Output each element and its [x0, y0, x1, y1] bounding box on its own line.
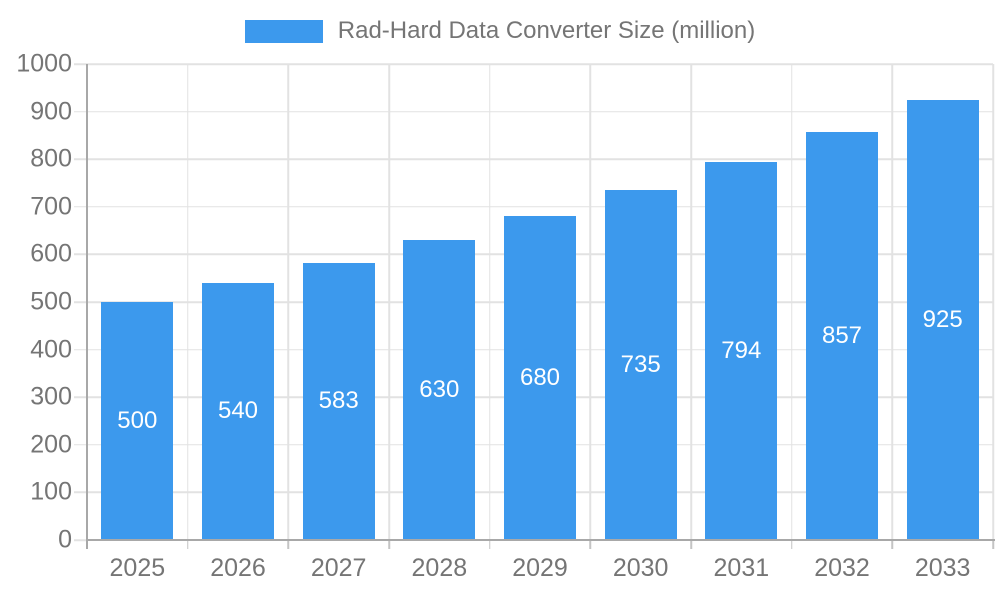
y-axis-label: 0	[58, 525, 72, 554]
y-axis-tick	[74, 444, 87, 446]
y-axis-label: 700	[30, 192, 72, 221]
x-axis-label: 2032	[814, 554, 870, 582]
legend-label: Rad-Hard Data Converter Size (million)	[337, 17, 756, 44]
bar-value-label: 583	[318, 387, 359, 415]
y-axis-label: 300	[30, 382, 72, 411]
bar[interactable]	[403, 240, 476, 540]
bar-value-label: 925	[922, 305, 963, 333]
gridline-vertical	[891, 64, 894, 540]
x-axis-label: 2033	[914, 554, 971, 582]
legend[interactable]: Rad-Hard Data Converter Size (million)	[0, 17, 1000, 45]
x-axis-label: 2030	[612, 554, 669, 582]
y-axis-tick	[74, 539, 87, 541]
gridline-vertical	[287, 64, 290, 540]
gridline-vertical	[992, 64, 994, 540]
x-axis-tick	[790, 540, 793, 549]
bar[interactable]	[504, 216, 576, 540]
y-axis-tick	[74, 158, 87, 160]
plot-area: 0 100 200 300 400 500 600 700 800 900 1000 500 2025 5…	[16, 51, 995, 581]
bar[interactable]	[906, 99, 979, 540]
gridline-horizontal	[87, 206, 993, 208]
x-axis-label: 2025	[109, 554, 166, 582]
y-axis-label: 900	[30, 97, 72, 126]
y-axis-line	[86, 64, 88, 549]
y-axis-label: 200	[30, 430, 72, 459]
gridline-horizontal	[87, 158, 993, 160]
y-axis-label: 1000	[16, 49, 72, 78]
bar[interactable]	[101, 302, 174, 540]
y-axis-label: 100	[30, 477, 72, 506]
x-axis-label: 2026	[210, 554, 266, 582]
x-axis-tick	[589, 540, 592, 549]
bar-value-label: 630	[419, 376, 460, 404]
x-axis-line	[86, 539, 995, 541]
bar-value-label: 680	[519, 364, 561, 392]
x-axis-tick	[186, 540, 189, 549]
legend-swatch	[244, 19, 323, 43]
y-axis-tick	[74, 301, 87, 303]
gridline-horizontal	[87, 63, 993, 65]
bar[interactable]	[302, 262, 375, 540]
bar-value-label: 735	[620, 351, 661, 379]
gridline-vertical	[186, 64, 189, 540]
bar[interactable]	[806, 132, 878, 540]
x-axis-tick	[992, 540, 994, 549]
x-axis-label: 2028	[411, 554, 468, 582]
bar[interactable]	[604, 190, 677, 540]
y-axis-label: 600	[30, 239, 72, 268]
gridline-horizontal	[87, 110, 993, 113]
y-axis-tick	[74, 396, 87, 398]
x-axis-tick	[287, 540, 290, 549]
bar-value-label: 540	[217, 397, 259, 425]
gridline-vertical	[790, 64, 793, 540]
bar-value-label: 794	[721, 337, 762, 365]
x-axis-label: 2027	[310, 554, 367, 582]
x-axis-tick	[488, 540, 491, 549]
gridline-vertical	[589, 64, 592, 540]
y-axis-label: 800	[30, 144, 72, 173]
x-axis-tick	[690, 540, 692, 549]
y-axis-tick	[74, 110, 87, 113]
bar[interactable]	[705, 162, 778, 540]
y-axis-tick	[74, 63, 87, 65]
x-axis-label: 2031	[713, 554, 770, 582]
y-axis-label: 500	[30, 287, 72, 316]
gridline-vertical	[488, 64, 491, 540]
y-axis-tick	[74, 206, 87, 208]
x-axis-label: 2029	[512, 554, 568, 582]
x-axis-tick	[891, 540, 894, 549]
gridline-vertical	[388, 64, 390, 540]
y-axis-label: 400	[30, 335, 72, 364]
bar[interactable]	[202, 282, 274, 540]
x-axis-tick	[388, 540, 390, 549]
y-axis-tick	[74, 348, 87, 351]
bar-value-label: 857	[821, 322, 863, 350]
gridline-vertical	[690, 64, 692, 540]
y-axis-tick	[74, 491, 87, 494]
y-axis-tick	[74, 253, 87, 256]
bar-value-label: 500	[117, 407, 158, 434]
